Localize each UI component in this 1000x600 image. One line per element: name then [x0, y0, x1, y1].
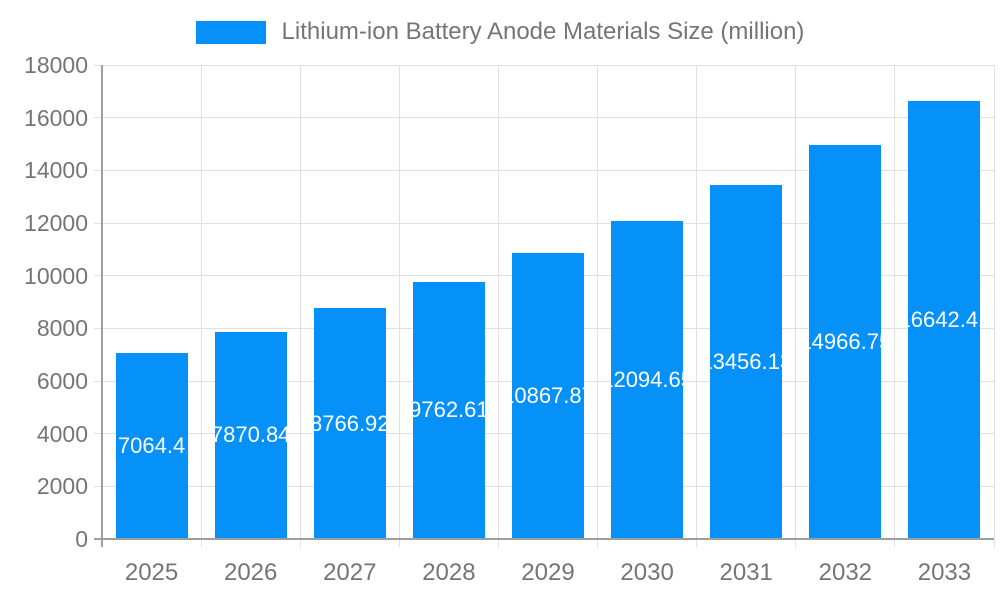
x-axis-tick-label: 2026	[223, 559, 278, 586]
x-axis-line	[94, 538, 994, 540]
gridline-vertical	[497, 65, 499, 547]
gridline-vertical	[894, 65, 896, 547]
gridline-horizontal	[94, 64, 994, 66]
bar-value-label: 9762.61	[412, 397, 485, 423]
bar-2025[interactable]: 7064.4	[115, 352, 188, 539]
gridline-horizontal	[94, 222, 994, 224]
gridline-vertical	[696, 65, 698, 547]
x-axis-tick-label: 2025	[124, 559, 179, 586]
gridline-vertical	[795, 65, 797, 547]
bar-2033[interactable]: 16642.41	[908, 100, 981, 539]
gridline-vertical	[597, 65, 599, 547]
bar-value-label: 16642.41	[908, 306, 980, 332]
y-axis-tick-label: 10000	[24, 262, 88, 289]
x-axis-tick-label: 2031	[719, 559, 773, 586]
bar-2027[interactable]: 8766.92	[313, 308, 386, 539]
gridline-vertical	[993, 65, 995, 547]
legend-item[interactable]: Lithium-ion Battery Anode Materials Size…	[0, 18, 1000, 46]
y-axis-tick-label: 6000	[36, 368, 88, 394]
y-axis-tick-label: 4000	[36, 420, 88, 447]
y-axis-tick-label: 18000	[24, 52, 88, 78]
y-axis-tick-label: 8000	[36, 315, 88, 342]
bar-value-label: 13456.13	[710, 348, 782, 374]
y-axis-tick-label: 0	[75, 526, 88, 552]
legend-label: Lithium-ion Battery Anode Materials Size…	[281, 18, 805, 45]
x-axis-tick-label: 2033	[917, 559, 972, 586]
gridline-vertical	[398, 65, 400, 547]
x-axis-tick-label: 2030	[620, 559, 674, 586]
x-axis-tick-label: 2028	[422, 559, 476, 586]
gridline-horizontal	[94, 117, 994, 119]
y-axis-line	[101, 65, 103, 547]
bar-2029[interactable]: 10867.87	[512, 252, 584, 539]
bar-2026[interactable]: 7870.84	[214, 331, 287, 539]
x-axis-tick-label: 2032	[818, 559, 873, 586]
x-axis-tick-label: 2029	[521, 559, 575, 586]
bar-value-label: 8766.92	[313, 410, 386, 436]
gridline-vertical	[200, 65, 202, 547]
bar-2031[interactable]: 13456.13	[710, 184, 783, 539]
gridline-horizontal	[94, 169, 994, 171]
bar-value-label: 10867.87	[512, 382, 584, 408]
bar-2030[interactable]: 12094.65	[611, 220, 684, 539]
y-axis-tick-label: 14000	[24, 157, 88, 184]
bar-2028[interactable]: 9762.61	[412, 281, 485, 539]
y-axis-tick-label: 12000	[24, 210, 88, 236]
y-axis-tick-label: 2000	[36, 473, 88, 500]
x-axis-tick-label: 2027	[323, 559, 377, 586]
gridline-vertical	[299, 65, 301, 547]
y-axis-tick-label: 16000	[24, 104, 88, 131]
bar-value-label: 7870.84	[214, 422, 287, 448]
bar-value-label: 12094.65	[611, 366, 683, 392]
legend-swatch	[195, 20, 266, 44]
bar-value-label: 7064.4	[117, 432, 186, 458]
